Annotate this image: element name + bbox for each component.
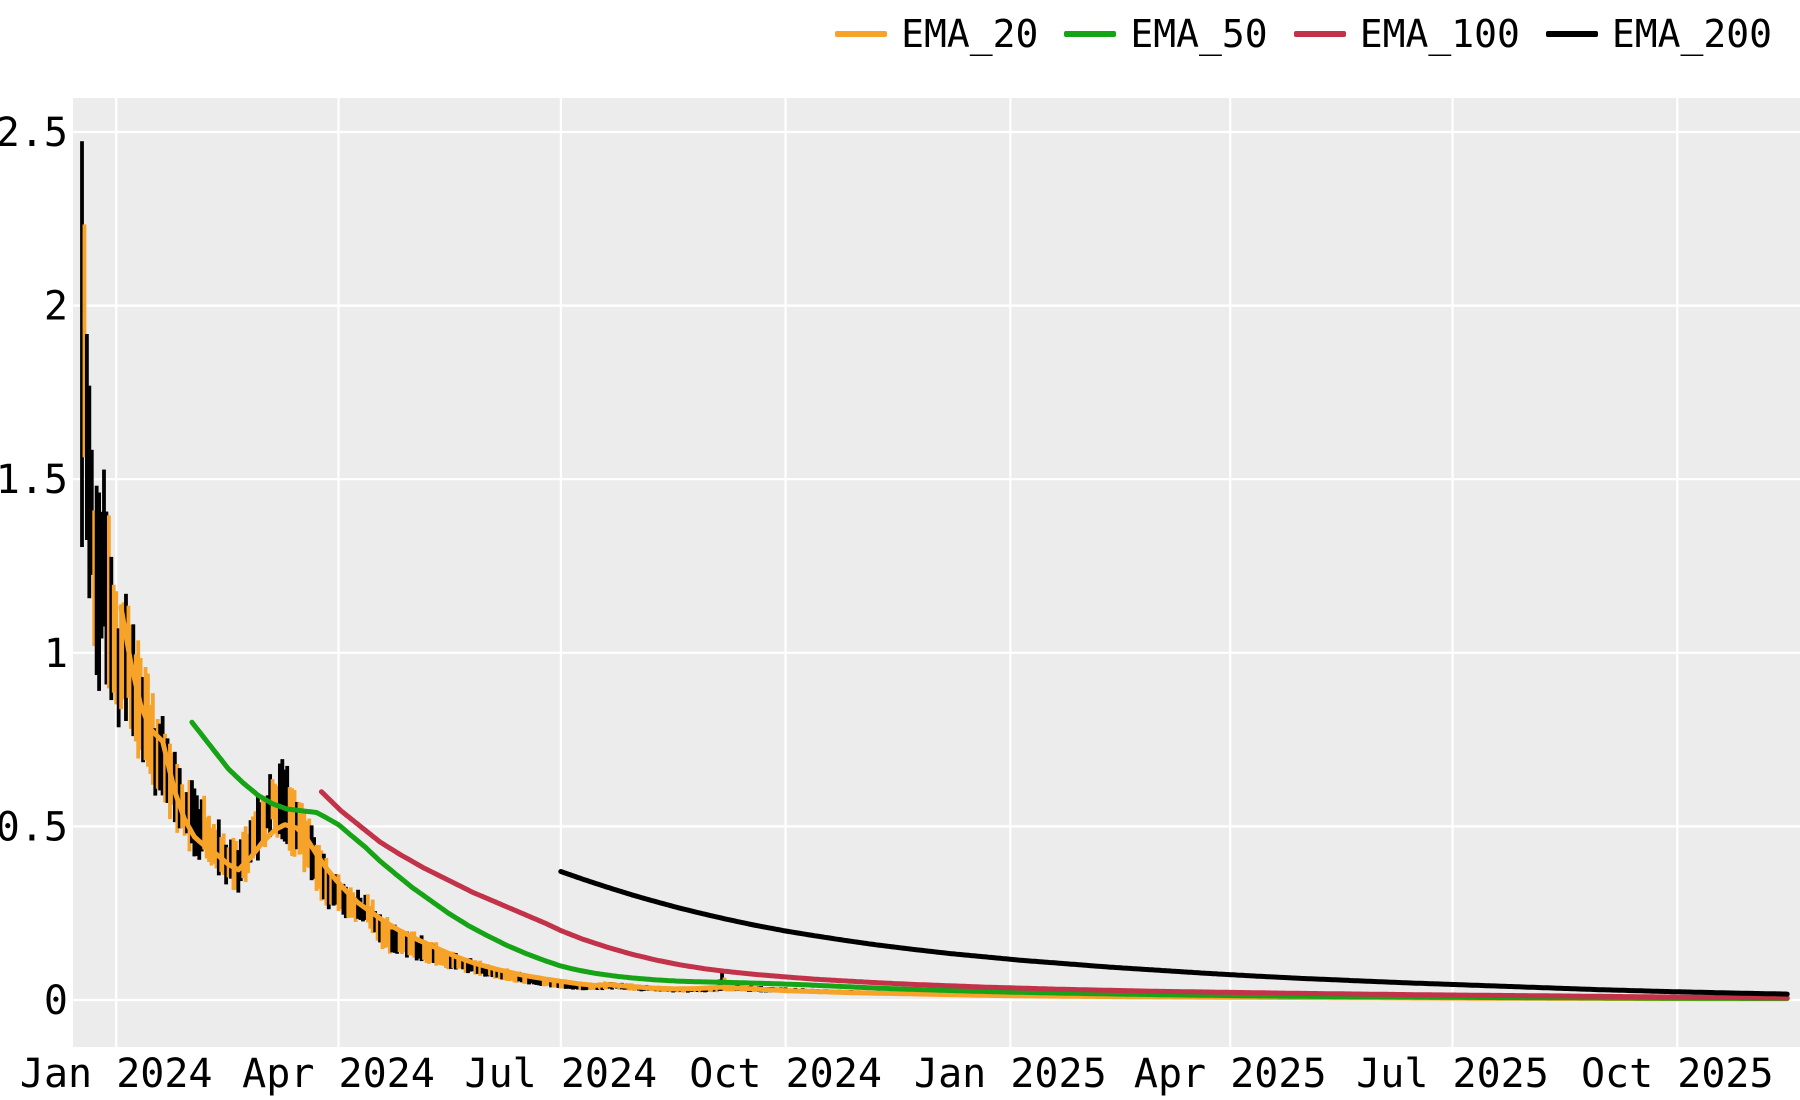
ema100-swatch-icon bbox=[1293, 31, 1346, 37]
chart-legend: EMA_20 EMA_50 EMA_100 EMA_200 bbox=[835, 6, 1772, 62]
ema50-label: EMA_50 bbox=[1130, 12, 1268, 56]
ema-ema_100-line bbox=[318, 789, 1790, 1001]
y-tick-labels: 0 0.5 1 1.5 2 2.5 bbox=[0, 110, 68, 1024]
grid-layer bbox=[73, 98, 1800, 1047]
svg-text:Jul 2025: Jul 2025 bbox=[1356, 1051, 1549, 1097]
ema200-label: EMA_200 bbox=[1611, 12, 1772, 56]
ema20-swatch-icon bbox=[835, 31, 888, 37]
svg-text:Jul 2024: Jul 2024 bbox=[464, 1051, 657, 1097]
ema-ema_200-line bbox=[558, 869, 1790, 997]
svg-text:1.5: 1.5 bbox=[0, 457, 68, 503]
svg-text:Apr 2024: Apr 2024 bbox=[242, 1051, 435, 1097]
svg-text:2.5: 2.5 bbox=[0, 110, 68, 156]
legend-item-ema50: EMA_50 bbox=[1064, 12, 1268, 56]
legend-item-ema200: EMA_200 bbox=[1545, 12, 1772, 56]
svg-text:Jan 2024: Jan 2024 bbox=[20, 1051, 213, 1097]
svg-text:1: 1 bbox=[44, 631, 68, 677]
x-tick-labels: Jan 2024 Apr 2024 Jul 2024 Oct 2024 Jan 2025… bbox=[20, 1051, 1774, 1097]
ema20-label: EMA_20 bbox=[901, 12, 1039, 56]
ema50-swatch-icon bbox=[1064, 31, 1117, 37]
svg-text:0: 0 bbox=[44, 978, 68, 1024]
ema200-swatch-icon bbox=[1545, 31, 1598, 37]
ema100-label: EMA_100 bbox=[1359, 12, 1520, 56]
legend-item-ema20: EMA_20 bbox=[835, 15, 1038, 53]
svg-text:0.5: 0.5 bbox=[0, 804, 68, 850]
svg-text:Oct 2025: Oct 2025 bbox=[1581, 1051, 1774, 1097]
plot-background bbox=[73, 98, 1800, 1047]
svg-text:Jan 2025: Jan 2025 bbox=[914, 1051, 1107, 1097]
legend-item-ema100: EMA_100 bbox=[1293, 12, 1520, 56]
svg-text:Apr 2025: Apr 2025 bbox=[1134, 1051, 1327, 1097]
svg-text:Oct 2024: Oct 2024 bbox=[689, 1051, 882, 1097]
svg-text:2: 2 bbox=[44, 284, 68, 330]
